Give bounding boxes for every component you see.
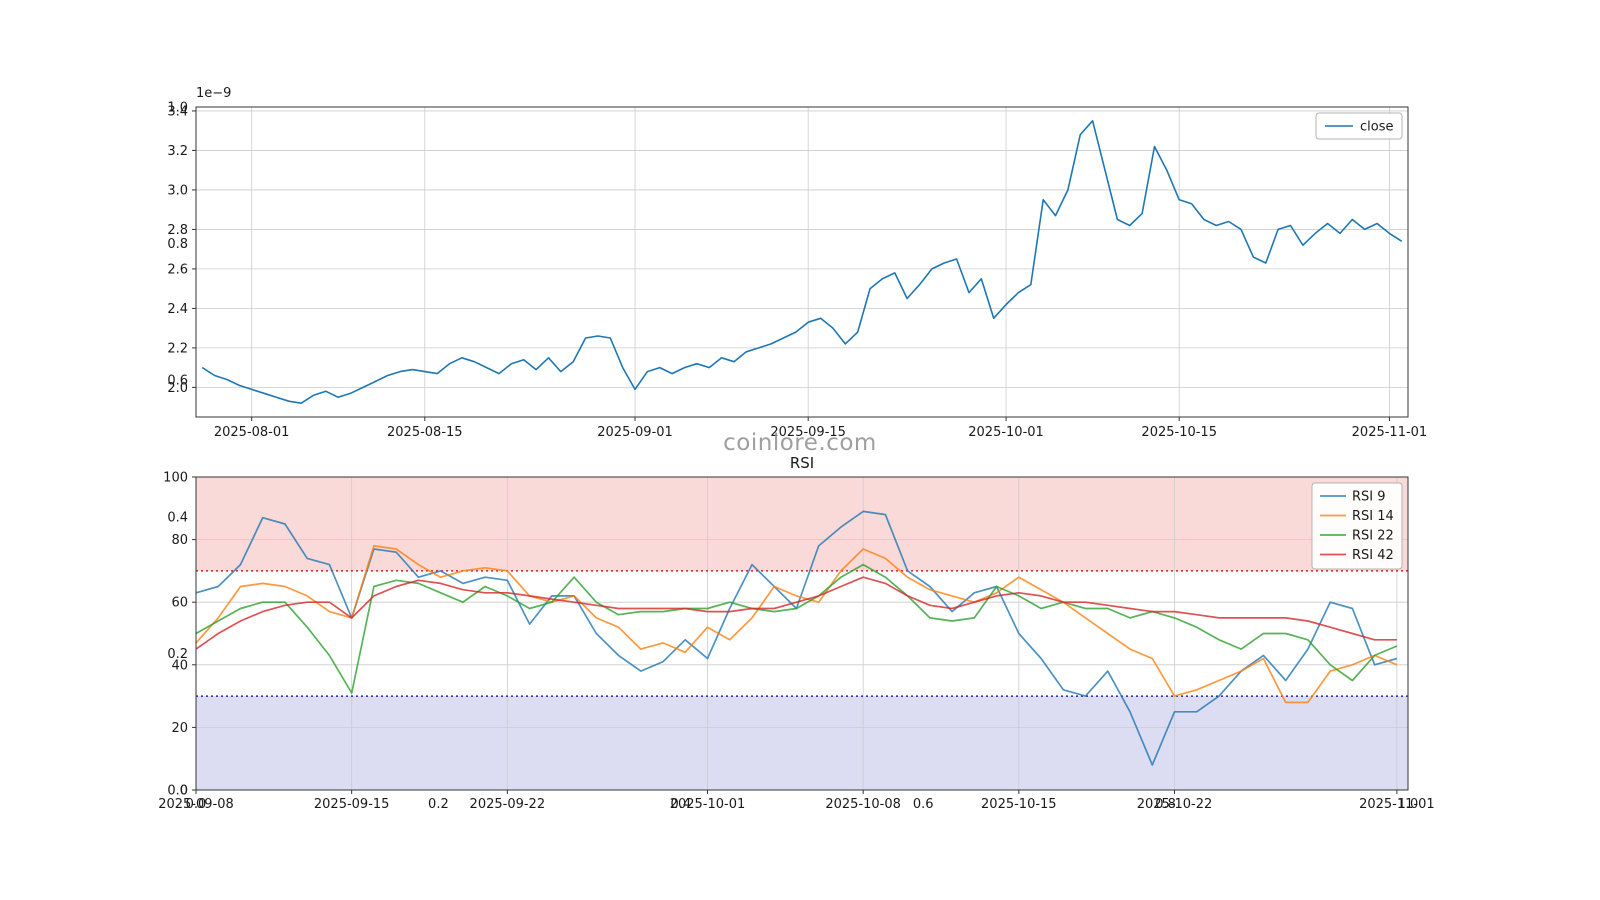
price-y-tick-label: 3.2 xyxy=(167,144,188,159)
artifact-left-tick-label: 0.0 xyxy=(167,784,188,799)
price-x-tick-label: 2025-10-01 xyxy=(968,425,1044,440)
rsi-x-tick-label: 2025-09-15 xyxy=(314,797,390,812)
rsi-y-tick-label: 60 xyxy=(171,596,188,611)
price-axis-offset-label: 1e−9 xyxy=(196,86,231,101)
price-y-tick-label: 2.8 xyxy=(167,223,188,238)
price-x-tick-label: 2025-10-15 xyxy=(1141,425,1217,440)
artifact-bottom-tick-label: 0.8 xyxy=(1155,797,1176,812)
price-x-tick-label: 2025-09-01 xyxy=(597,425,673,440)
legend-label-rsi-42: RSI 42 xyxy=(1352,548,1394,563)
rsi-y-tick-label: 0 xyxy=(180,784,188,799)
rsi-x-tick-label: 2025-09-08 xyxy=(158,797,234,812)
price-x-tick-label: 2025-09-15 xyxy=(770,425,846,440)
price-y-tick-label: 3.0 xyxy=(167,183,188,198)
rsi-y-tick-label: 40 xyxy=(171,658,188,673)
price-plot-border xyxy=(195,106,1409,418)
rsi-y-tick-label: 20 xyxy=(171,721,188,736)
overbought-band xyxy=(196,477,1408,571)
rsi-x-tick-label: 2025-11-01 xyxy=(1359,797,1435,812)
artifact-bottom-tick-label: 0.6 xyxy=(913,797,934,812)
artifact-bottom-tick-label: 0.0 xyxy=(186,797,207,812)
legend-label-rsi-14: RSI 14 xyxy=(1352,509,1394,524)
artifact-bottom-tick-label: 1.0 xyxy=(1398,797,1419,812)
legend-label-rsi-9: RSI 9 xyxy=(1352,490,1386,505)
price-y-tick-label: 2.6 xyxy=(167,262,188,277)
rsi-chart-title: RSI xyxy=(789,454,815,472)
legend-box xyxy=(1315,112,1403,140)
price-x-tick-label: 2025-08-01 xyxy=(214,425,290,440)
price-y-tick-label: 3.4 xyxy=(167,104,188,119)
artifact-left-tick-label: 0.8 xyxy=(167,237,188,252)
price-x-tick-label: 2025-11-01 xyxy=(1352,425,1428,440)
rsi-y-tick-label: 100 xyxy=(163,471,188,486)
price-y-tick-label: 2.4 xyxy=(167,302,188,317)
rsi-line-rsi-42 xyxy=(195,576,1397,650)
artifact-left-tick-label: 1.0 xyxy=(167,101,188,116)
price-chart: 2025-08-01 2025-08-15 2025-09-01 2025-09-15… xyxy=(167,86,1427,440)
price-y-tick-label: 2.0 xyxy=(167,381,188,396)
legend-box xyxy=(1311,482,1403,570)
rsi-x-tick-label: 2025-10-22 xyxy=(1137,797,1213,812)
legend-label-rsi-22: RSI 22 xyxy=(1352,529,1394,544)
rsi-line-rsi-14 xyxy=(195,545,1398,704)
artifact-bottom-tick-label: 0.2 xyxy=(428,797,449,812)
artifact-bottom-tick-label: 0.4 xyxy=(670,797,691,812)
rsi-x-tick-label: 2025-10-01 xyxy=(670,797,746,812)
rsi-x-tick-label: 2025-10-15 xyxy=(981,797,1057,812)
rsi-plot-border xyxy=(195,476,1409,791)
artifact-left-tick-label: 0.2 xyxy=(167,647,188,662)
price-x-tick-label: 2025-08-15 xyxy=(387,425,463,440)
legend-label-close: close xyxy=(1360,120,1393,135)
close-price-line xyxy=(201,120,1403,405)
rsi-x-tick-label: 2025-10-08 xyxy=(825,797,901,812)
rsi-chart: 2025-09-08 2025-09-15 2025-09-22 2025-10-01… xyxy=(158,471,1434,813)
oversold-band xyxy=(196,696,1408,790)
artifact-left-tick-label: 0.6 xyxy=(167,374,188,389)
artifact-axis: 1.0 0.8 0.6 0.4 0.2 0.00.0 0.2 0.4 0.6 0.8 1.0 xyxy=(167,101,1418,813)
price-legend: close xyxy=(1315,112,1403,140)
artifact-left-tick-label: 0.4 xyxy=(167,510,188,525)
rsi-x-tick-label: 2025-09-22 xyxy=(470,797,546,812)
rsi-legend: RSI 9 RSI 14 RSI 22 RSI 42 xyxy=(1311,482,1403,570)
rsi-line-rsi-22 xyxy=(195,563,1398,694)
watermark: coinlore.com xyxy=(723,430,877,456)
rsi-y-tick-label: 80 xyxy=(171,533,188,548)
price-y-tick-label: 2.2 xyxy=(167,341,188,356)
